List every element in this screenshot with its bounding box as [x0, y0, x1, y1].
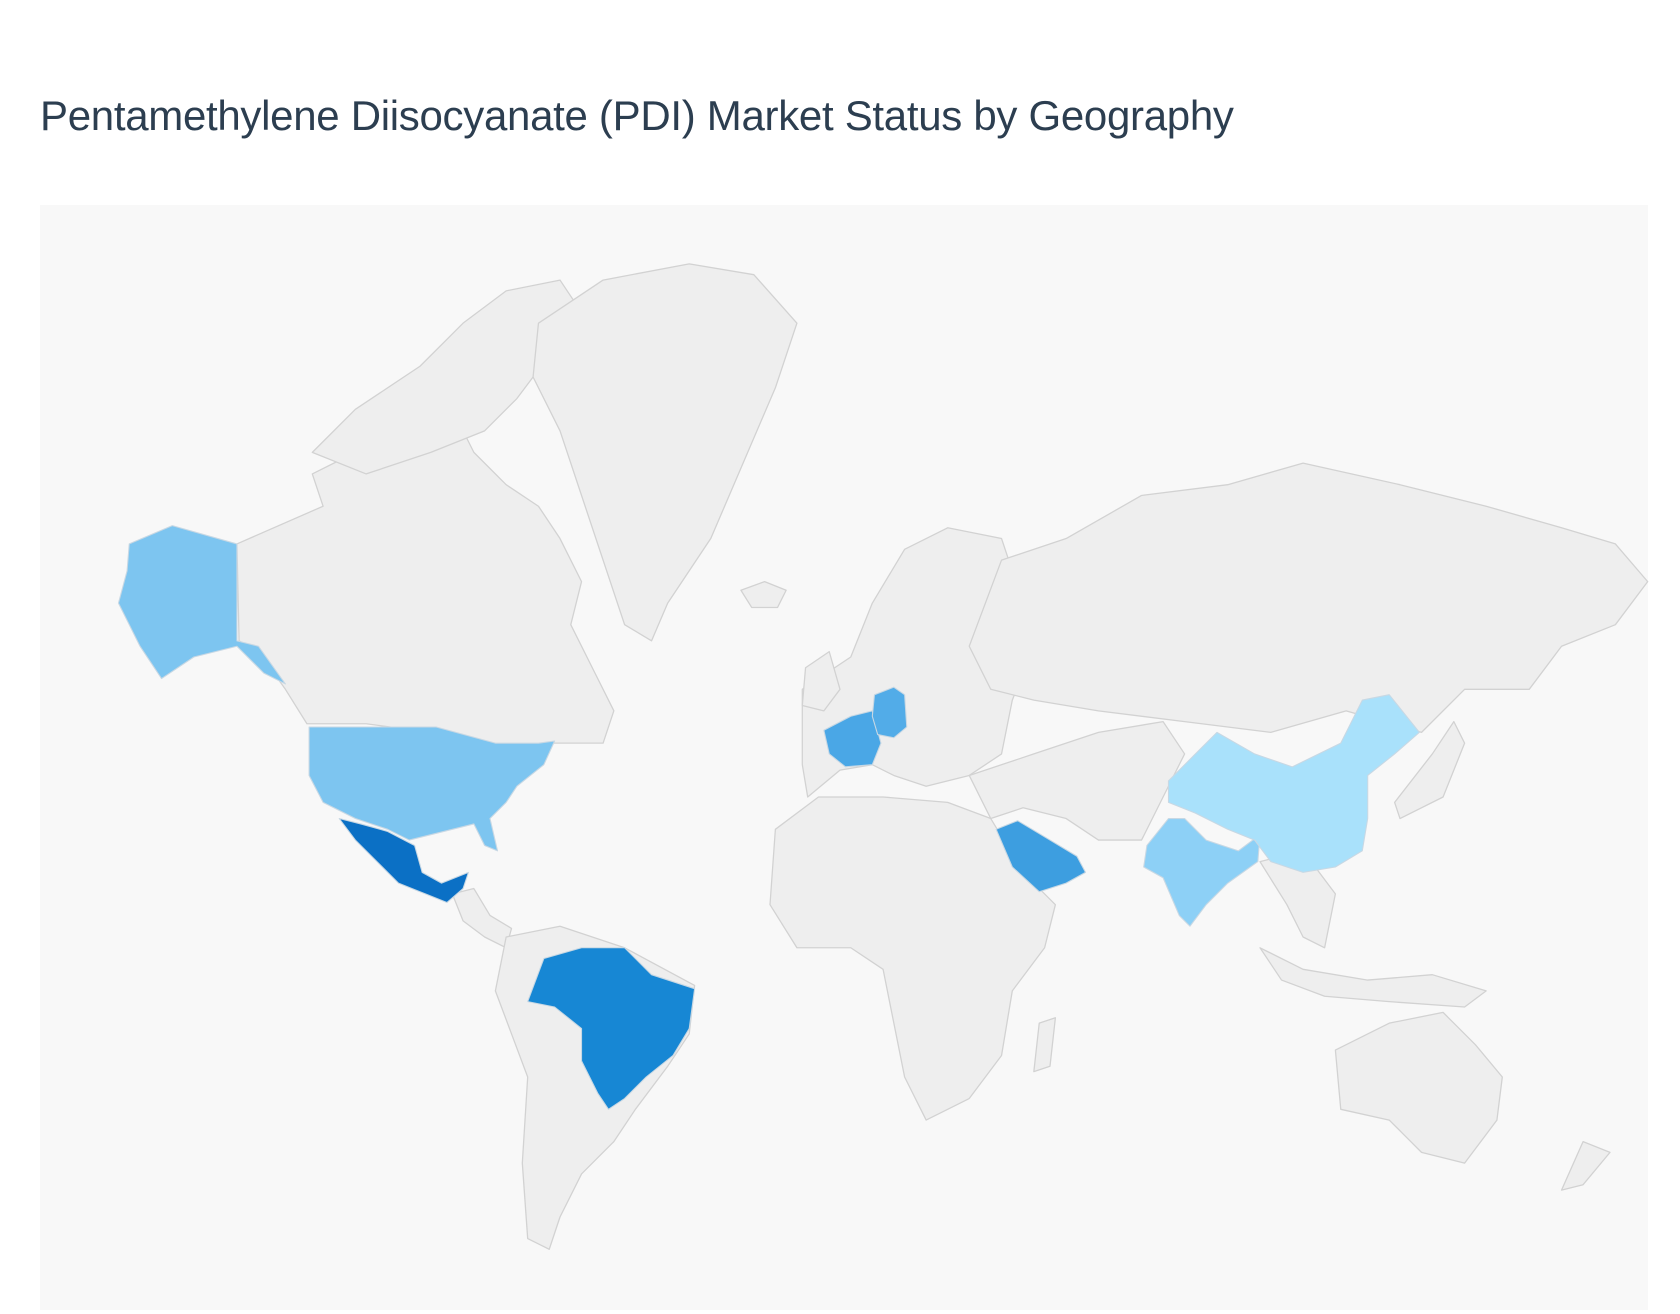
region-france[interactable] [823, 710, 882, 768]
region-uk[interactable] [801, 650, 841, 712]
region-saudi-arabia[interactable] [995, 820, 1087, 893]
region-central-america[interactable] [451, 887, 513, 949]
region-greenland[interactable] [532, 263, 798, 642]
region-middle-east[interactable] [968, 720, 1186, 841]
region-africa[interactable] [769, 796, 1057, 1121]
base-land [236, 263, 1649, 1250]
region-germany[interactable] [871, 686, 908, 739]
region-indonesia [1259, 947, 1487, 1008]
region-india[interactable] [1143, 818, 1261, 927]
region-new-zealand[interactable] [1560, 1140, 1611, 1191]
highlighted-regions [117, 525, 1420, 1110]
region-canada[interactable] [236, 408, 615, 755]
region-iceland[interactable] [740, 580, 787, 609]
region-mexico[interactable] [338, 818, 469, 904]
region-madagascar[interactable] [1033, 1017, 1057, 1073]
region-china[interactable] [1167, 694, 1420, 873]
region-united-states[interactable] [117, 525, 556, 852]
region-australia[interactable] [1334, 1011, 1503, 1164]
page-title: Pentamethylene Diisocyanate (PDI) Market… [40, 92, 1234, 139]
region-russia[interactable] [968, 462, 1649, 734]
region-japan[interactable] [1393, 720, 1466, 820]
region-brazil[interactable] [527, 947, 696, 1110]
